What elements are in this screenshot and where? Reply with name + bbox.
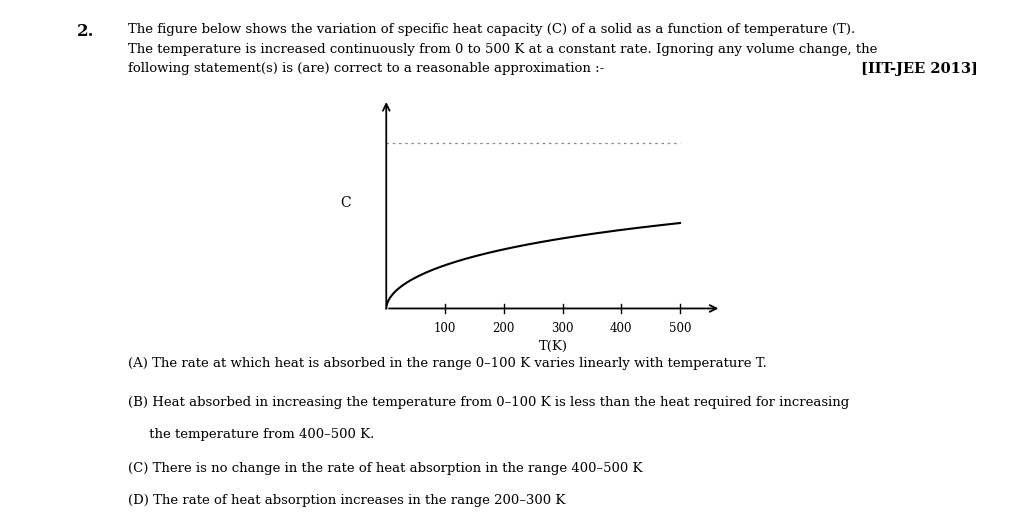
Text: (A) The rate at which heat is absorbed in the range 0–100 K varies linearly with: (A) The rate at which heat is absorbed i… bbox=[128, 357, 767, 370]
Text: 200: 200 bbox=[493, 322, 515, 335]
Text: (C) There is no change in the rate of heat absorption in the range 400–500 K: (C) There is no change in the rate of he… bbox=[128, 463, 642, 475]
Text: 400: 400 bbox=[610, 322, 633, 335]
Text: 300: 300 bbox=[551, 322, 573, 335]
Text: the temperature from 400–500 K.: the temperature from 400–500 K. bbox=[128, 428, 375, 441]
Text: (D) The rate of heat absorption increases in the range 200–300 K: (D) The rate of heat absorption increase… bbox=[128, 494, 565, 506]
Text: T(K): T(K) bbox=[540, 340, 568, 353]
Text: 100: 100 bbox=[434, 322, 457, 335]
Text: The temperature is increased continuously from 0 to 500 K at a constant rate. Ig: The temperature is increased continuousl… bbox=[128, 43, 878, 56]
Text: The figure below shows the variation of specific heat capacity (C) of a solid as: The figure below shows the variation of … bbox=[128, 23, 855, 36]
Text: 2.: 2. bbox=[77, 23, 94, 41]
Text: [IIT-JEE 2013]: [IIT-JEE 2013] bbox=[861, 62, 978, 76]
Text: 500: 500 bbox=[669, 322, 691, 335]
Text: (B) Heat absorbed in increasing the temperature from 0–100 K is less than the he: (B) Heat absorbed in increasing the temp… bbox=[128, 396, 849, 409]
Text: C: C bbox=[340, 196, 350, 210]
Text: following statement(s) is (are) correct to a reasonable approximation :-: following statement(s) is (are) correct … bbox=[128, 62, 604, 75]
